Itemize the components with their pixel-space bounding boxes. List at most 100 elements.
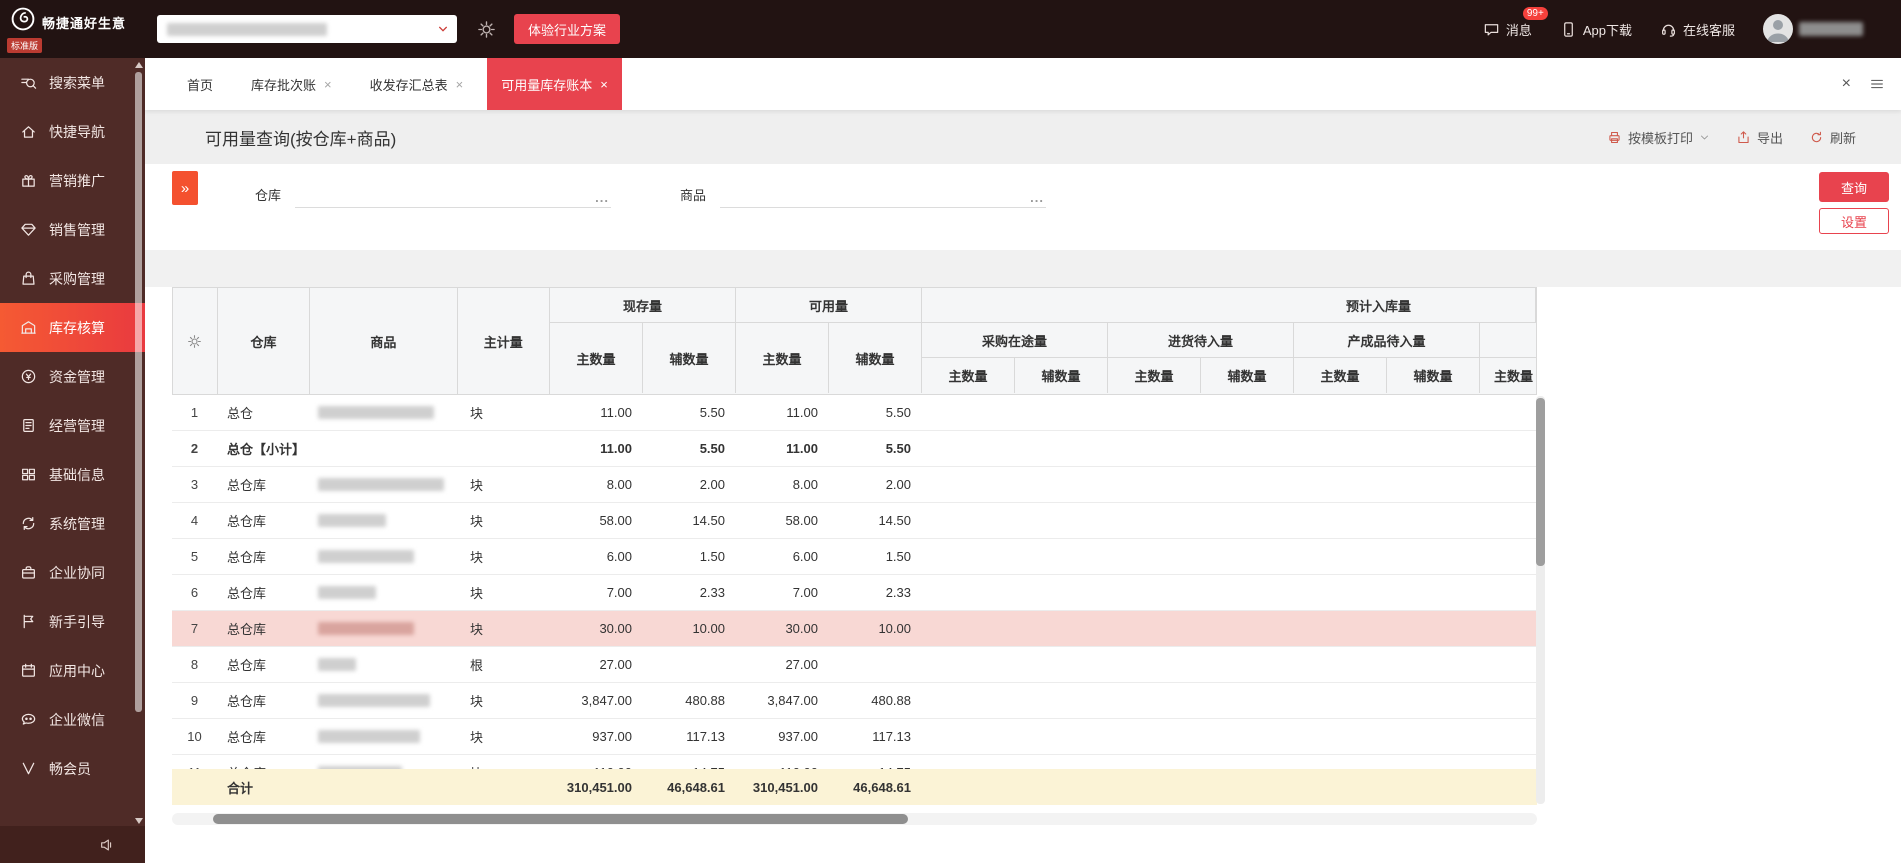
current-main-qty-cell: 30.00 — [599, 621, 632, 636]
sidebar-item-member[interactable]: 畅会员 — [0, 744, 145, 793]
headset-icon — [1662, 24, 1675, 37]
user-account[interactable] — [1763, 14, 1863, 44]
sidebar-item-funds[interactable]: 资金管理 — [0, 352, 145, 401]
sidebar-item-sales[interactable]: 销售管理 — [0, 205, 145, 254]
sidebar-scroll-thumb[interactable] — [135, 72, 142, 712]
tab-available-qty-ledger[interactable]: 可用量库存账本 × — [487, 58, 622, 110]
export-button[interactable]: 导出 — [1736, 128, 1783, 147]
print-template-button[interactable]: 按模板打印 — [1607, 128, 1710, 147]
sidebar-item-business-mgmt[interactable]: 经营管理 — [0, 401, 145, 450]
table-row[interactable]: 5 总仓库 块 6.00 1.50 6.00 1.50 — [172, 539, 1537, 575]
table-row[interactable]: 9 总仓库 块 3,847.00 480.88 3,847.00 480.88 — [172, 683, 1537, 719]
header-aux-qty: 辅数量 — [643, 323, 737, 393]
h-scroll-thumb[interactable] — [213, 814, 908, 824]
settings-button[interactable]: 设置 — [1819, 208, 1889, 234]
subtotal-row[interactable]: 2 总仓【小计】 11.00 5.50 11.00 5.50 — [172, 431, 1537, 467]
table-row[interactable]: 3 总仓库 块 8.00 2.00 8.00 2.00 — [172, 467, 1537, 503]
tabbar-controls: × — [1842, 58, 1901, 110]
document-icon — [23, 419, 34, 432]
online-service-item[interactable]: 在线客服 — [1660, 20, 1735, 39]
redacted-product — [318, 622, 414, 635]
table-header: 仓库 商品 主计量 现存量 主数量 辅数量 可用量 主数量 辅数量 预计入库量 — [172, 287, 1537, 395]
sidebar-item-inventory-accounting[interactable]: 库存核算 — [0, 303, 145, 352]
tab-home[interactable]: 首页 — [173, 58, 227, 110]
sidebar-item-purchase[interactable]: 采购管理 — [0, 254, 145, 303]
table-row[interactable]: 6 总仓库 块 7.00 2.33 7.00 2.33 — [172, 575, 1537, 611]
warehouse-filter-input[interactable]: ... — [295, 182, 612, 208]
table-row[interactable]: 4 总仓库 块 58.00 14.50 58.00 14.50 — [172, 503, 1537, 539]
v-scroll-thumb[interactable] — [1536, 398, 1545, 566]
industry-solution-button[interactable]: 体验行业方案 — [514, 14, 621, 44]
unit-cell: 块 — [470, 586, 484, 601]
collapse-sidebar-icon[interactable] — [99, 837, 115, 853]
available-main-qty-cell: 58.00 — [785, 513, 818, 528]
table-row[interactable]: 10 总仓库 块 937.00 117.13 937.00 117.13 — [172, 719, 1537, 755]
scroll-up-icon[interactable] — [135, 62, 143, 68]
online-service-label: 在线客服 — [1682, 22, 1735, 38]
warehouse-cell: 总仓库 — [227, 550, 267, 565]
messages-item[interactable]: 消息 99+ — [1483, 6, 1548, 39]
unit-cell: 块 — [470, 730, 484, 745]
horizontal-scrollbar[interactable] — [172, 813, 1537, 825]
column-settings-cell[interactable] — [173, 288, 218, 394]
empty-cells — [923, 503, 1537, 538]
close-tab-icon[interactable]: × — [600, 76, 608, 92]
column-settings-gear-icon[interactable] — [187, 334, 202, 349]
sidebar-item-system-mgmt[interactable]: 系统管理 — [0, 499, 145, 548]
coin-icon — [21, 369, 36, 384]
company-selector[interactable] — [157, 15, 457, 43]
close-tab-icon[interactable]: × — [324, 76, 332, 92]
sidebar-item-search-menu[interactable]: 搜索菜单 — [0, 58, 145, 107]
warehouse-picker-ellipsis[interactable]: ... — [595, 190, 610, 205]
sidebar-item-enterprise-wechat[interactable]: 企业微信 — [0, 695, 145, 744]
chevron-down-icon — [1701, 135, 1708, 139]
row-index-cell: 10 — [187, 729, 202, 744]
tab-in-out-summary[interactable]: 收发存汇总表 × — [356, 58, 478, 110]
print-label: 按模板打印 — [1627, 130, 1693, 146]
close-all-tabs-icon[interactable]: × — [1841, 75, 1851, 92]
avatar[interactable] — [1763, 14, 1793, 44]
table-row[interactable]: 11 总仓库 块 110.00 14.75 110.00 14.75 — [172, 755, 1537, 769]
sidebar-item-quick-nav[interactable]: 快捷导航 — [0, 107, 145, 156]
refresh-label: 刷新 — [1829, 130, 1856, 146]
unit-cell: 块 — [470, 694, 484, 709]
close-tab-icon[interactable]: × — [455, 76, 464, 92]
refresh-button[interactable]: 刷新 — [1809, 128, 1856, 147]
vertical-scrollbar[interactable] — [1536, 396, 1545, 804]
home-icon — [22, 126, 35, 138]
sidebar-item-beginner-guide[interactable]: 新手引导 — [0, 597, 145, 646]
redacted-user-name — [1799, 22, 1863, 36]
sidebar-item-base-info[interactable]: 基础信息 — [0, 450, 145, 499]
app-logo[interactable]: 畅捷通好生意 标准版 — [0, 0, 145, 58]
sidebar-item-enterprise-collab[interactable]: 企业协同 — [0, 548, 145, 597]
empty-cells — [923, 755, 1537, 769]
scroll-down-icon[interactable] — [135, 818, 143, 824]
sidebar-item-label: 资金管理 — [49, 368, 105, 385]
redacted-product — [318, 478, 444, 491]
tab-list-icon[interactable] — [1869, 76, 1885, 92]
total-available-aux-cell: 46,648.61 — [853, 779, 911, 795]
unit-cell: 块 — [470, 622, 484, 637]
company-selector-caret-icon[interactable] — [437, 23, 449, 35]
current-main-qty-cell: 27.00 — [599, 657, 632, 672]
sidebar-item-app-center[interactable]: 应用中心 — [0, 646, 145, 695]
current-aux-qty-cell: 5.50 — [699, 405, 725, 420]
empty-cells — [923, 395, 1537, 430]
table-row[interactable]: 1 总仓 块 11.00 5.50 11.00 5.50 — [172, 395, 1537, 431]
warehouse-cell: 总仓【小计】 — [227, 442, 306, 457]
table-row[interactable]: 8 总仓库 根 27.00 27.00 — [172, 647, 1537, 683]
product-filter-input[interactable]: ... — [720, 182, 1047, 208]
sidebar-item-marketing[interactable]: 营销推广 — [0, 156, 145, 205]
warehouse-cell: 总仓库 — [227, 694, 267, 709]
selected-table-row[interactable]: 7 总仓库 块 30.00 10.00 30.00 10.00 — [172, 611, 1537, 647]
product-picker-ellipsis[interactable]: ... — [1030, 190, 1045, 205]
sidebar-scrollbar[interactable] — [134, 60, 144, 826]
tab-inventory-batch-ledger[interactable]: 库存批次账 × — [237, 58, 346, 110]
content-divider — [145, 250, 1901, 287]
available-main-qty-cell: 11.00 — [786, 441, 818, 456]
settings-gear-icon[interactable] — [477, 20, 496, 39]
query-button[interactable]: 查询 — [1819, 172, 1889, 202]
empty-cells — [923, 575, 1537, 610]
app-download-item[interactable]: App下载 — [1560, 20, 1632, 39]
expand-filter-button[interactable]: » — [172, 171, 198, 205]
